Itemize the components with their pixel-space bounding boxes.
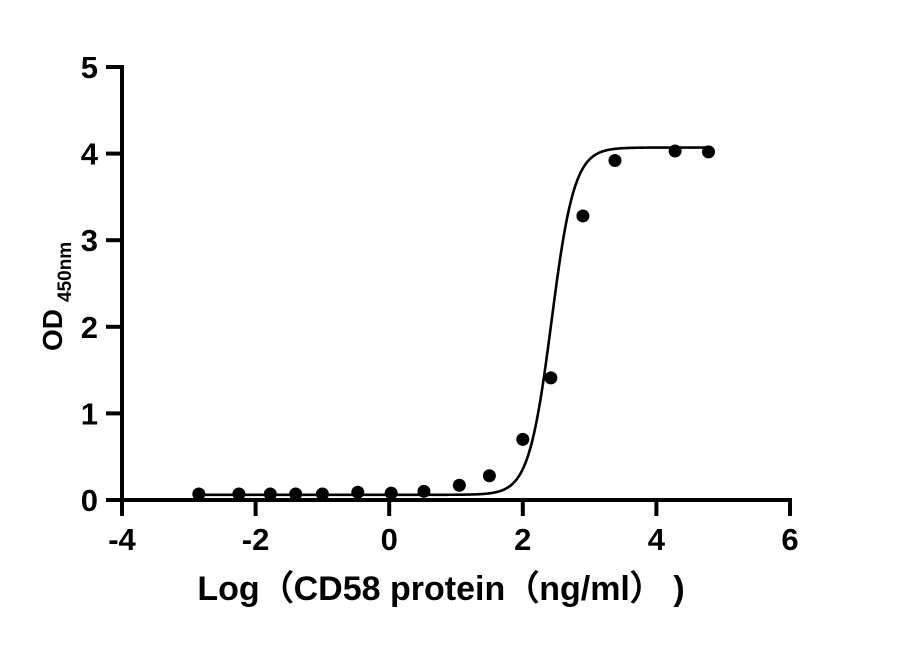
y-axis-label-subscript: 450nm [55,242,76,302]
y-tick-label: 4 [81,137,99,172]
x-tick-label: 4 [648,522,666,557]
data-point [417,484,431,498]
data-point [544,371,558,385]
data-point [576,209,590,223]
x-axis-ticks [120,500,792,516]
x-tick-label: 6 [781,522,798,557]
data-point [668,144,682,158]
data-point [702,145,715,159]
y-axis-label: OD 450nm [37,242,76,351]
x-axis-tick-labels: -4 -2 0 2 4 6 [108,522,798,557]
data-point [608,154,622,168]
data-point-group [192,144,715,501]
x-axis-group: -4 -2 0 2 4 6 [108,498,799,557]
data-point [482,469,496,483]
y-tick-label: 2 [81,310,98,345]
y-axis-ticks [106,65,122,502]
y-axis-tick-labels: 0 1 2 3 4 5 [81,50,99,518]
data-point [315,487,329,501]
y-tick-label: 0 [81,483,98,518]
data-point [263,487,277,501]
data-point [192,487,206,501]
data-point [384,486,398,500]
sigmoid-fit-curve [197,146,710,497]
x-axis-label: Log（CD58 protein（ng/ml） ) [197,569,684,608]
y-axis-group: 0 1 2 3 4 5 [81,50,124,518]
x-tick-label: 0 [381,522,398,557]
data-point [232,487,246,501]
data-point [452,478,466,492]
y-tick-label: 3 [81,223,98,258]
y-axis-label-base: OD [37,309,68,351]
y-tick-label: 5 [81,50,98,85]
data-point [289,487,303,501]
x-tick-label: -2 [242,522,270,557]
x-tick-label: 2 [514,522,531,557]
y-tick-label: 1 [81,396,98,431]
data-point [351,485,365,499]
x-tick-label: -4 [108,522,136,557]
data-point [516,432,530,446]
